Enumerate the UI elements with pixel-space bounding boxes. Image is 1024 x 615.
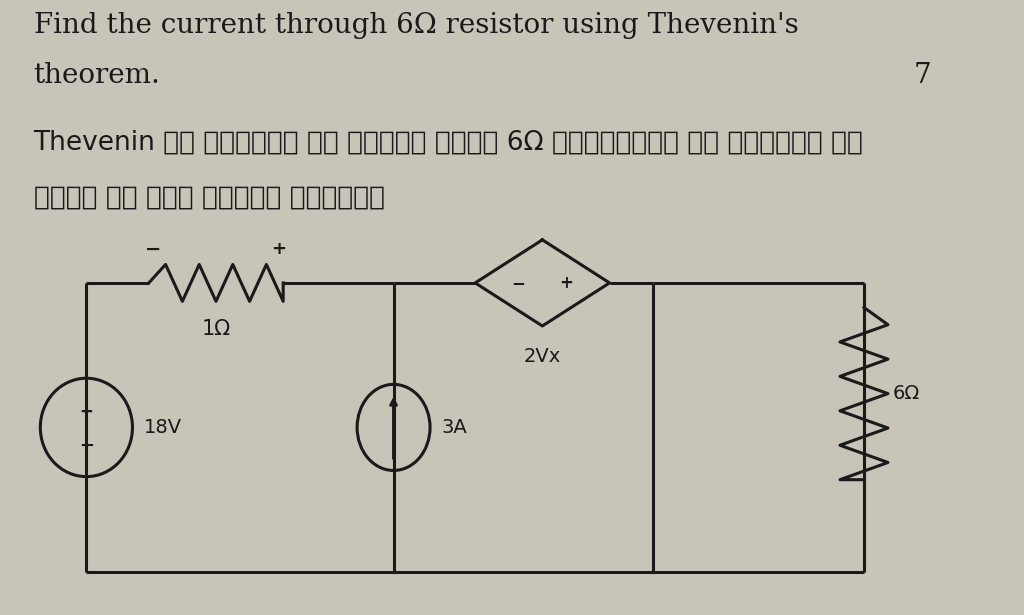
Text: 18V: 18V [144,418,182,437]
Text: theorem.: theorem. [34,62,161,89]
Text: 2Vx: 2Vx [523,347,561,366]
Text: Find the current through 6Ω resistor using Thevenin's: Find the current through 6Ω resistor usi… [34,12,799,39]
Text: 6Ω: 6Ω [893,384,920,403]
Text: +: + [271,240,286,258]
Text: धारा का मान ज्ञात कीजिए।: धारा का मान ज्ञात कीजिए। [34,184,385,210]
Text: −: − [145,240,162,258]
Text: 3A: 3A [441,418,467,437]
Text: −: − [79,437,94,455]
Text: −: − [511,274,525,292]
Text: Thevenin के प्रमेय का उपयोग करके 6Ω प्रतिरोध के माध्यम से: Thevenin के प्रमेय का उपयोग करके 6Ω प्रत… [34,129,863,155]
Text: 1Ω: 1Ω [202,319,230,339]
Text: +: + [559,274,573,292]
Text: 7: 7 [913,62,931,89]
Text: +: + [80,403,93,421]
